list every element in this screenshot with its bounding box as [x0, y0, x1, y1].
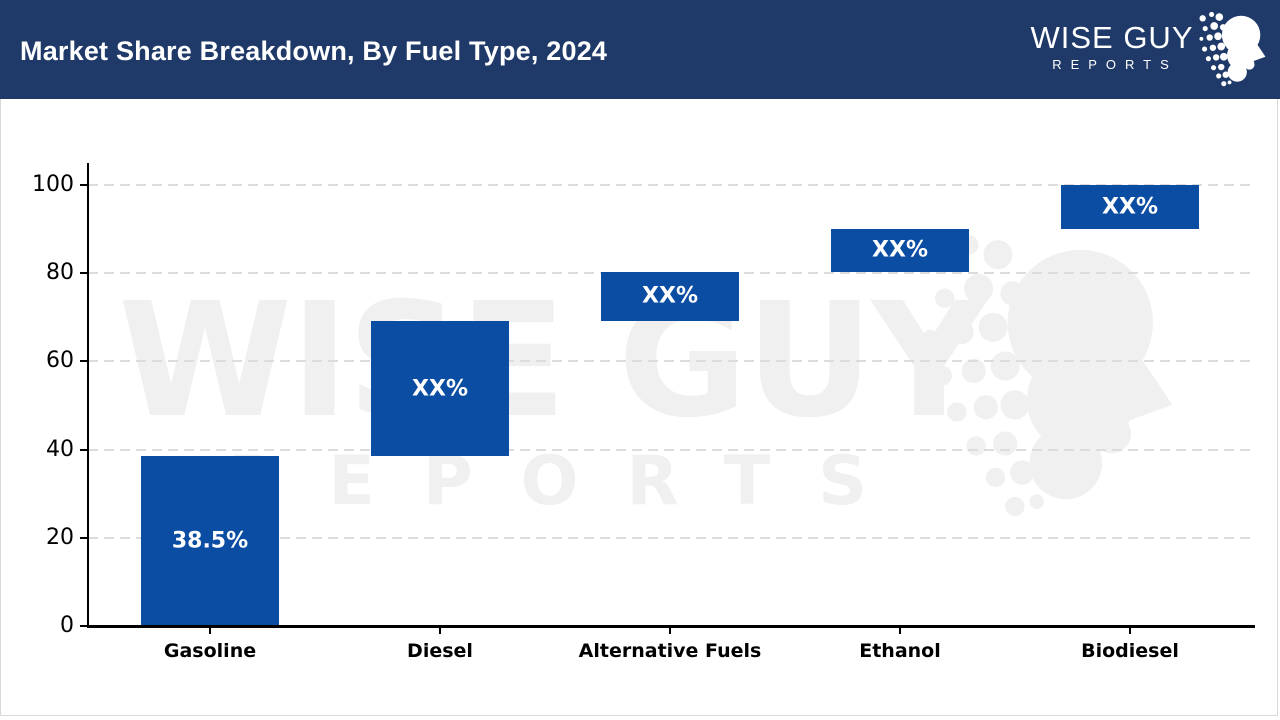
y-tick-label-20: 20 [46, 524, 74, 550]
y-tick-label-0: 0 [60, 613, 74, 638]
gridline-100 [88, 184, 1255, 186]
x-tick-label-4: Biodiesel [1081, 640, 1179, 662]
x-tick-label-0: Gasoline [163, 640, 257, 662]
gridline-40 [88, 448, 1255, 451]
logo-subtext: REPORTS [1052, 57, 1178, 72]
x-tickmark-4 [1129, 627, 1131, 634]
y-tickmark-80 [80, 272, 87, 275]
x-tickmark-3 [899, 627, 901, 634]
y-tickmark-0 [80, 625, 87, 627]
bar-biodiesel: XX% [1061, 185, 1199, 229]
chart-canvas-border [0, 99, 1278, 716]
x-tick-label-3: Ethanol [859, 640, 941, 662]
y-tickmark-20 [80, 536, 87, 539]
y-tick-label-40: 40 [46, 436, 74, 462]
y-tickmark-100 [80, 184, 87, 186]
wise-guy-logo: WISE GUY REPORTS [1028, 6, 1268, 94]
bar-value-label: XX% [642, 283, 698, 309]
bar-diesel: XX% [371, 320, 509, 457]
bar-value-label: XX% [872, 237, 928, 263]
y-axis-line [87, 163, 89, 628]
gridline-20 [88, 536, 1255, 539]
x-axis-line [87, 625, 1255, 628]
x-tickmark-1 [439, 627, 441, 634]
logo-text: WISE GUY REPORTS [1028, 22, 1196, 72]
bar-value-label: XX% [412, 376, 468, 401]
bar-gasoline: 38.5% [141, 456, 279, 626]
header-band: Market Share Breakdown, By Fuel Type, 20… [0, 0, 1280, 99]
x-tick-label-2: Alternative Fuels [578, 640, 762, 662]
gridline-60 [88, 360, 1255, 363]
bar-value-label: XX% [1102, 194, 1158, 220]
bar-value-label: 38.5% [171, 528, 249, 554]
y-tick-label-80: 80 [46, 260, 74, 286]
x-tickmark-0 [209, 627, 211, 634]
x-tick-label-1: Diesel [407, 640, 473, 662]
bar-alternative-fuels: XX% [601, 271, 739, 321]
x-tickmark-2 [669, 627, 671, 634]
y-tickmark-60 [80, 360, 87, 363]
bar-ethanol: XX% [831, 228, 969, 272]
y-tickmark-40 [80, 448, 87, 451]
chart-title: Market Share Breakdown, By Fuel Type, 20… [20, 36, 608, 66]
logo-wordmark: WISE GUY [1030, 20, 1194, 55]
y-tick-label-60: 60 [46, 348, 74, 374]
logo-head-icon [1199, 11, 1266, 87]
y-tick-label-100: 100 [32, 172, 74, 197]
